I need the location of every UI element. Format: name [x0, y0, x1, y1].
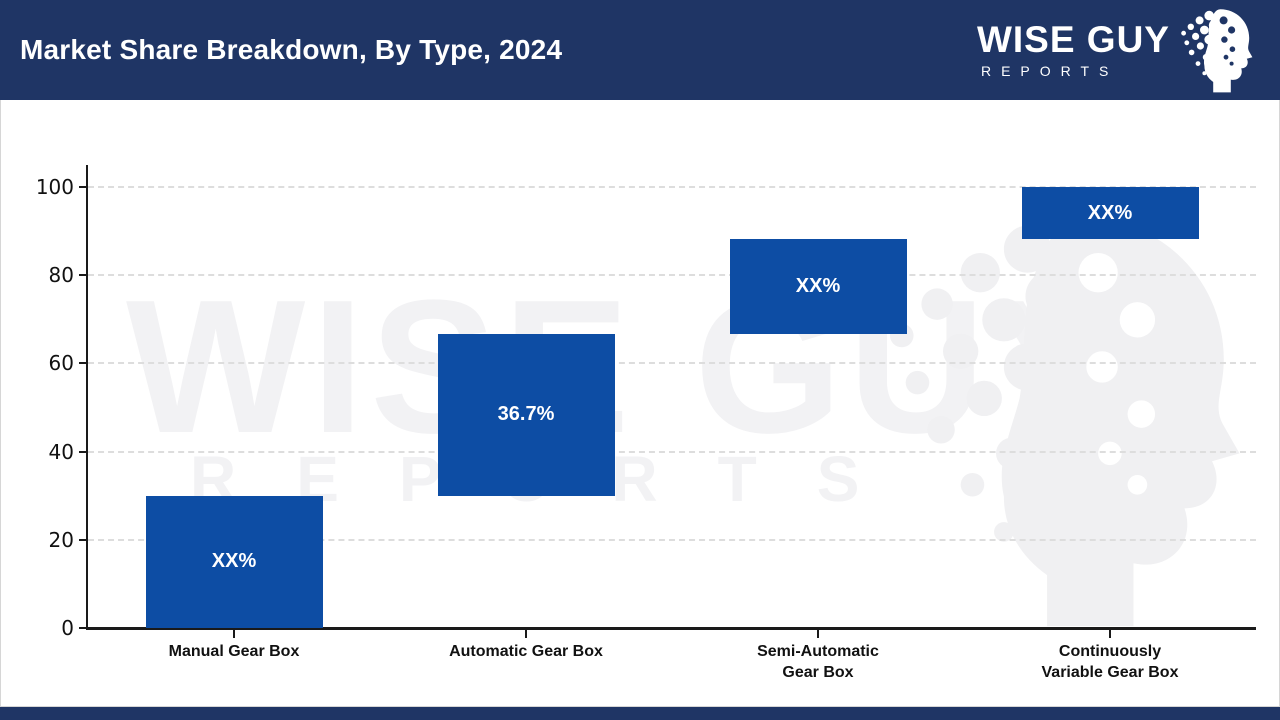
y-tick-mark [79, 274, 87, 277]
y-tick-label: 100 [35, 175, 74, 199]
x-category-label-line: Manual Gear Box [168, 643, 300, 660]
x-tick-mark [233, 630, 235, 638]
x-axis-line [86, 627, 1256, 630]
x-category-label: Manual Gear Box [104, 641, 364, 662]
gridline [88, 274, 1256, 277]
y-tick-mark [79, 362, 87, 365]
x-category-label-line: Automatic Gear Box [449, 643, 603, 660]
y-tick-mark [79, 538, 87, 541]
x-category-label: Automatic Gear Box [396, 641, 656, 662]
bar-value-label: XX% [211, 550, 257, 573]
x-category-label-line: Variable Gear Box [1041, 664, 1179, 681]
y-tick-label: 40 [48, 439, 74, 464]
gridline [88, 538, 1256, 541]
footer-band [0, 707, 1280, 720]
y-tick-mark [79, 627, 87, 629]
gridline [88, 362, 1256, 365]
bar-segment: 36.7% [437, 333, 615, 496]
wiseguy-head-icon [1172, 6, 1256, 94]
header-band: Market Share Breakdown, By Type, 2024 WI… [0, 0, 1280, 100]
x-tick-mark [817, 630, 819, 638]
x-category-label: Continuously Variable Gear Box [980, 641, 1240, 683]
y-axis-line [86, 165, 88, 630]
x-category-label-line: Semi-Automatic [757, 643, 879, 660]
bar-value-label: XX% [795, 275, 841, 298]
logo-name: WISE GUY [976, 19, 1170, 60]
bar-segment: XX% [729, 239, 907, 334]
y-tick-label: 80 [48, 263, 74, 288]
wiseguy-logo: WISE GUY REPORTS [977, 6, 1256, 94]
x-category-label: Semi-Automatic Gear Box [688, 641, 948, 683]
x-category-label-line: Continuously [1058, 643, 1162, 660]
y-tick-label: 20 [48, 527, 74, 552]
page-title: Market Share Breakdown, By Type, 2024 [20, 34, 563, 65]
x-category-label-line: Gear Box [782, 664, 854, 681]
y-tick-label: 60 [48, 351, 74, 376]
gridline [88, 186, 1256, 188]
logo-text: WISE GUY REPORTS [977, 21, 1170, 79]
x-tick-mark [525, 630, 527, 638]
gridline [88, 450, 1256, 453]
y-tick-mark [79, 186, 87, 188]
x-tick-mark [1109, 630, 1111, 638]
logo-subtitle: REPORTS [980, 63, 1119, 79]
bar-segment: XX% [1021, 187, 1199, 240]
bar-value-label: XX% [1087, 201, 1133, 224]
bar-segment: XX% [145, 495, 323, 628]
bar-value-label: 36.7% [497, 403, 555, 426]
y-tick-label: 0 [61, 616, 74, 640]
y-tick-mark [79, 450, 87, 453]
